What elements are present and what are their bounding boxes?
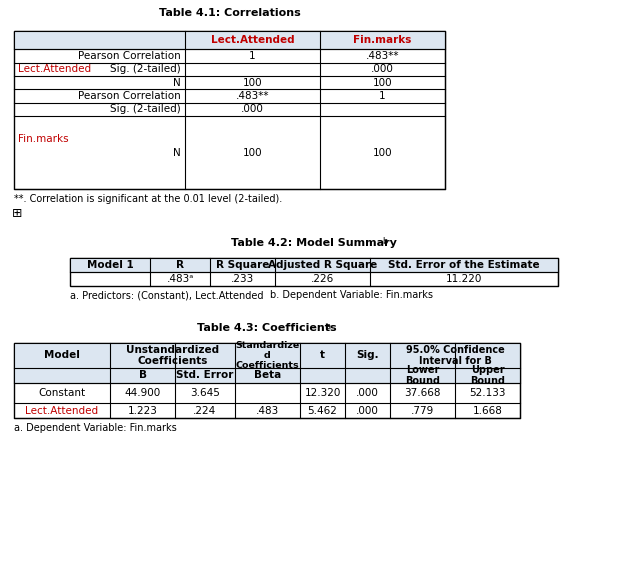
Text: 1: 1 [249, 51, 256, 61]
Text: 12.320: 12.320 [304, 388, 341, 398]
Text: 44.900: 44.900 [124, 388, 161, 398]
Text: 95.0% Confidence
Interval for B: 95.0% Confidence Interval for B [406, 345, 505, 367]
Text: 11.220: 11.220 [446, 274, 482, 284]
Text: .483**: .483** [366, 51, 399, 61]
Bar [70, 258, 558, 272]
Text: 100: 100 [242, 148, 262, 158]
Text: .000: .000 [241, 105, 264, 114]
Bar [14, 343, 520, 383]
Text: B: B [139, 370, 146, 381]
Text: b: b [382, 237, 387, 246]
Text: Model: Model [44, 351, 80, 360]
Text: .000: .000 [371, 65, 394, 74]
Text: 100: 100 [373, 148, 392, 158]
Text: Adjusted R Square: Adjusted R Square [268, 260, 377, 270]
Text: Std. Error of the Estimate: Std. Error of the Estimate [388, 260, 540, 270]
Text: Sig. (2-tailed): Sig. (2-tailed) [110, 105, 181, 114]
Text: Model 1: Model 1 [87, 260, 134, 270]
Text: 1.668: 1.668 [473, 405, 503, 415]
Text: a: a [325, 322, 330, 331]
Text: .483ᵃ: .483ᵃ [166, 274, 194, 284]
Text: 37.668: 37.668 [404, 388, 441, 398]
Bar [14, 31, 445, 49]
Text: R Square: R Square [216, 260, 269, 270]
Text: N: N [173, 78, 181, 87]
Text: 1.223: 1.223 [128, 405, 158, 415]
Text: 52.133: 52.133 [469, 388, 506, 398]
Text: 100: 100 [242, 78, 262, 87]
Text: .779: .779 [411, 405, 434, 415]
Text: .000: .000 [356, 405, 379, 415]
Text: .483**: .483** [235, 91, 269, 101]
Text: 1: 1 [379, 91, 385, 101]
Text: t: t [320, 351, 325, 360]
Text: Pearson Correlation: Pearson Correlation [78, 51, 181, 61]
Text: **. Correlation is significant at the 0.01 level (2-tailed).: **. Correlation is significant at the 0.… [14, 194, 282, 204]
Text: Fin.marks: Fin.marks [18, 134, 68, 144]
Text: ⊞: ⊞ [12, 207, 23, 220]
Text: 3.645: 3.645 [190, 388, 220, 398]
Text: Upper
Bound: Upper Bound [470, 365, 505, 386]
Bar [14, 31, 445, 189]
Text: Lower
Bound: Lower Bound [405, 365, 440, 386]
Text: 100: 100 [373, 78, 392, 87]
Text: a. Predictors: (Constant), Lect.Attended: a. Predictors: (Constant), Lect.Attended [70, 290, 263, 300]
Text: b. Dependent Variable: Fin.marks: b. Dependent Variable: Fin.marks [270, 290, 433, 300]
Text: Lect.Attended: Lect.Attended [211, 35, 294, 45]
Text: Sig. (2-tailed): Sig. (2-tailed) [110, 65, 181, 74]
Text: Standardize
d
Coefficients: Standardize d Coefficients [235, 341, 299, 370]
Bar [14, 343, 520, 418]
Text: Lect.Attended: Lect.Attended [18, 64, 91, 74]
Text: .224: .224 [193, 405, 216, 415]
Text: a. Dependent Variable: Fin.marks: a. Dependent Variable: Fin.marks [14, 423, 177, 433]
Text: Beta: Beta [254, 370, 281, 381]
Text: Unstandardized
Coefficients: Unstandardized Coefficients [126, 345, 219, 367]
Text: Table 4.2: Model Summary: Table 4.2: Model Summary [231, 238, 397, 248]
Text: .483: .483 [256, 405, 279, 415]
Text: N: N [173, 148, 181, 158]
Text: .226: .226 [311, 274, 334, 284]
Text: .000: .000 [356, 388, 379, 398]
Text: Table 4.3: Coefficients: Table 4.3: Coefficients [197, 323, 337, 333]
Text: Table 4.1: Correlations: Table 4.1: Correlations [159, 8, 301, 18]
Text: .233: .233 [231, 274, 254, 284]
Text: Constant: Constant [39, 388, 85, 398]
Text: Std. Error: Std. Error [177, 370, 234, 381]
Text: 5.462: 5.462 [308, 405, 337, 415]
Text: Fin.marks: Fin.marks [353, 35, 411, 45]
Text: Sig.: Sig. [356, 351, 379, 360]
Text: Lect.Attended: Lect.Attended [25, 405, 99, 415]
Bar [70, 258, 558, 286]
Text: Pearson Correlation: Pearson Correlation [78, 91, 181, 101]
Text: R: R [176, 260, 184, 270]
